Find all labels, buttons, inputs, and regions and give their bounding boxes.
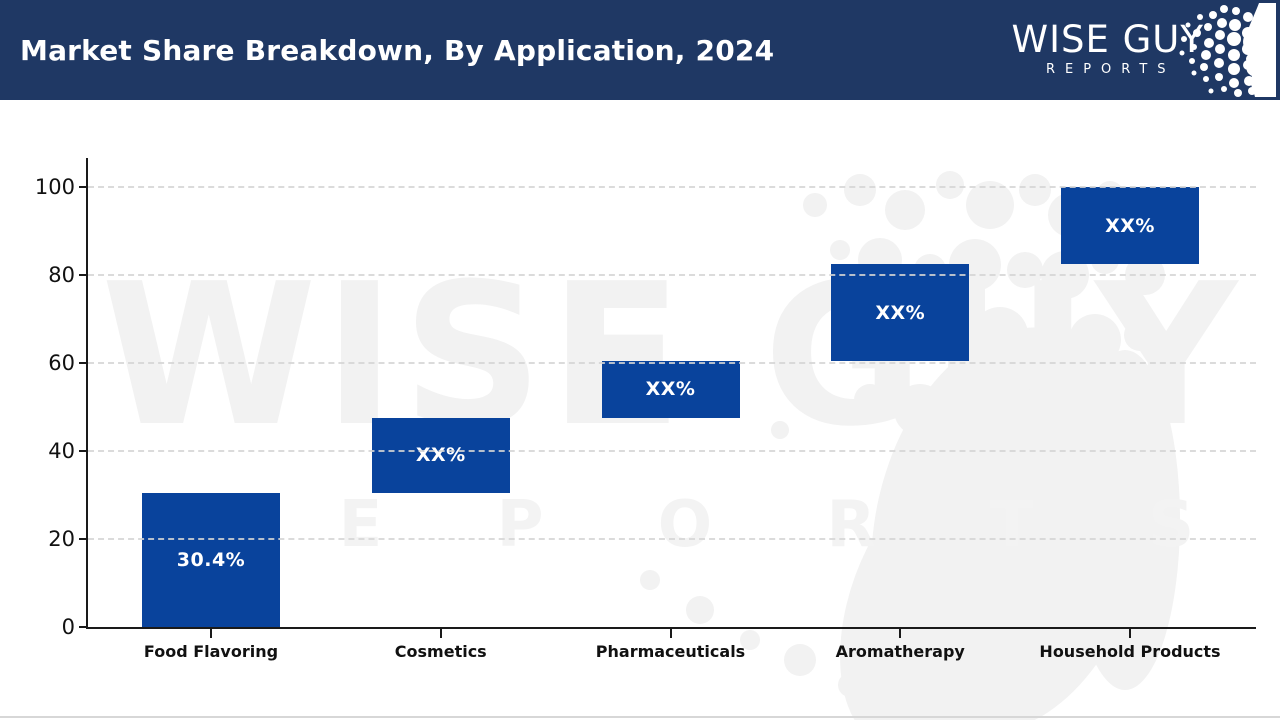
logo-wordmark: WISE GUY — [1011, 18, 1204, 61]
page-title: Market Share Breakdown, By Application, … — [20, 33, 775, 67]
bar-food-flavoring: 30.4% — [142, 493, 280, 627]
bar-value-label: 30.4% — [176, 549, 246, 572]
y-tick-label: 100 — [34, 175, 75, 199]
y-tick-label: 60 — [48, 351, 75, 375]
bar-household-products: XX% — [1061, 187, 1199, 265]
header-bar: Market Share Breakdown, By Application, … — [0, 0, 1280, 100]
bar-aromatherapy: XX% — [831, 264, 970, 361]
x-tick-mark — [899, 629, 902, 638]
gridline-80 — [88, 274, 1256, 276]
wise-guy-face-icon — [1179, 3, 1276, 97]
y-tick-mark — [79, 362, 87, 364]
bar-cosmetics: XX% — [371, 417, 510, 494]
y-tick-mark — [79, 186, 87, 188]
y-tick-mark — [79, 274, 87, 276]
bar-pharmaceuticals: XX% — [601, 360, 740, 418]
y-tick-mark — [79, 538, 87, 540]
x-axis-spine — [86, 627, 1256, 629]
x-axis-label-pharmaceuticals: Pharmaceuticals — [595, 642, 746, 661]
y-tick-label: 80 — [48, 263, 75, 287]
waterfall-chart: WISE GUY R E P O R T S 0 20 40 60 80 100 30.4%… — [0, 100, 1280, 720]
bar-value-label: XX% — [415, 444, 466, 467]
x-axis-label-cosmetics: Cosmetics — [394, 642, 487, 661]
x-tick-mark — [210, 629, 212, 638]
y-tick-label: 0 — [61, 615, 75, 639]
y-tick-mark — [79, 450, 87, 452]
x-tick-mark — [669, 629, 672, 638]
bar-value-label: XX% — [1105, 214, 1155, 237]
x-axis-label-aromatherapy: Aromatherapy — [835, 642, 965, 661]
wise-guy-logo: WISE GUY REPORTS — [980, 0, 1280, 100]
y-axis-spine — [86, 158, 88, 629]
bar-value-label: XX% — [875, 301, 926, 324]
y-tick-label: 20 — [48, 527, 75, 551]
x-axis-label-food-flavoring: Food Flavoring — [143, 642, 279, 661]
gridline-100 — [88, 186, 1256, 188]
gridline-60 — [88, 362, 1256, 364]
logo-subtitle: REPORTS — [1045, 62, 1176, 77]
logo-text: WISE GUY REPORTS — [1012, 21, 1204, 77]
x-tick-mark — [1129, 629, 1131, 638]
x-tick-mark — [439, 629, 442, 638]
bottom-divider — [0, 716, 1280, 718]
bar-value-label: XX% — [645, 378, 696, 401]
x-axis-label-household-products: Household Products — [1039, 642, 1221, 661]
gridline-40 — [88, 450, 1256, 452]
y-tick-mark — [79, 626, 87, 628]
watermark-text-line2: R E P O R T S — [175, 488, 1241, 562]
watermark-text-line1: WISE GUY — [100, 242, 1244, 470]
gridline-20 — [88, 538, 1256, 540]
y-tick-label: 40 — [48, 439, 75, 463]
